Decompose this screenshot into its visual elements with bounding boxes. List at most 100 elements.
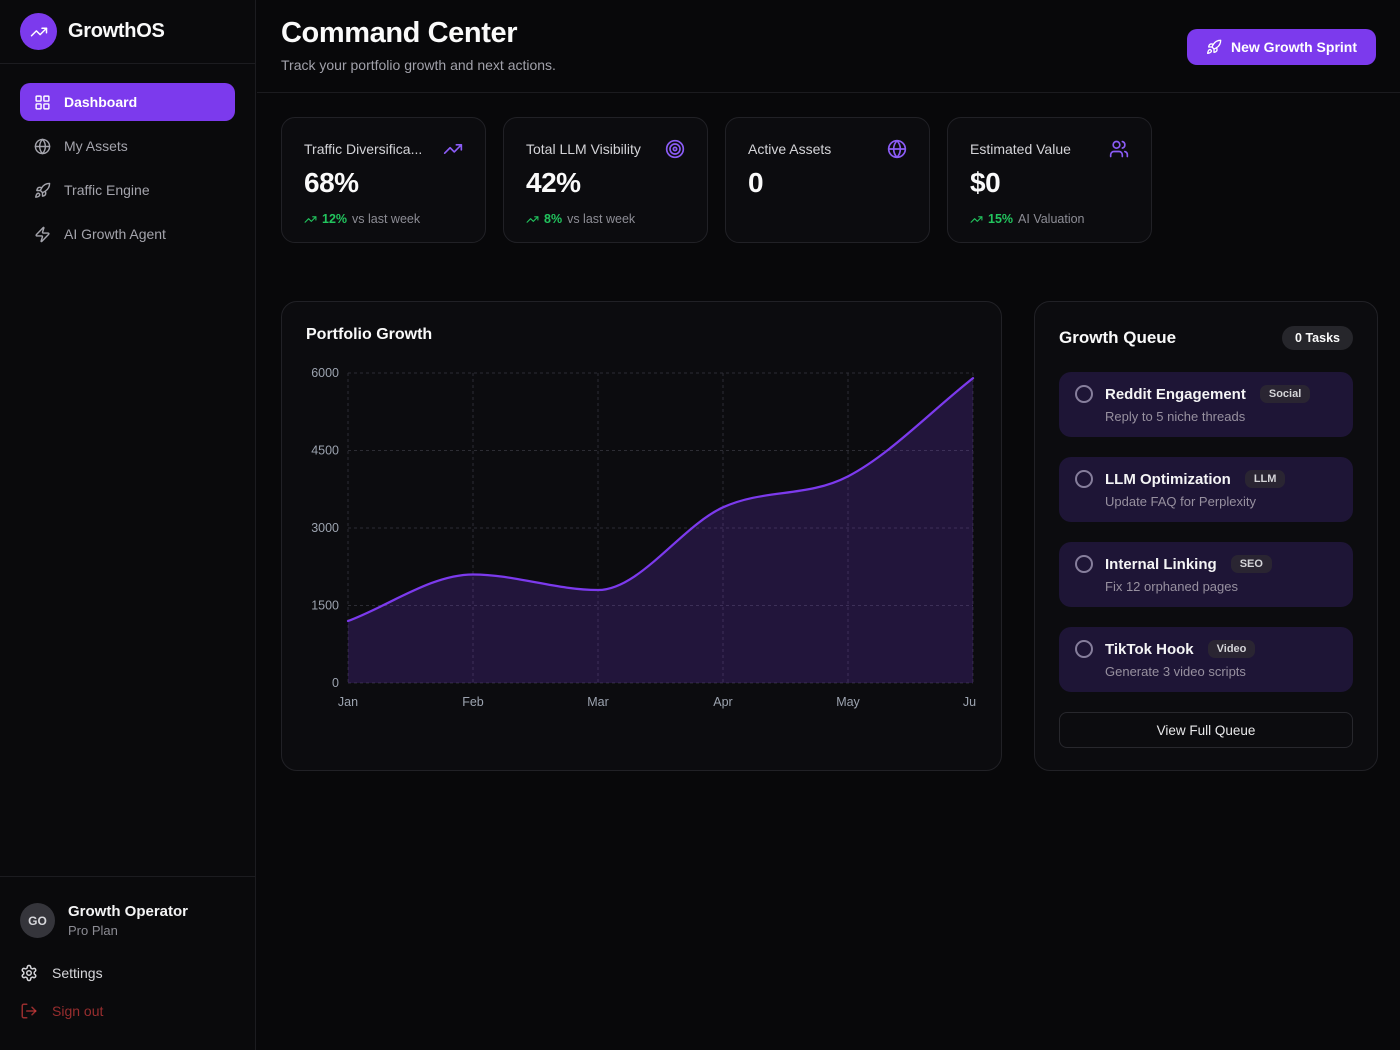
cta-label: New Growth Sprint: [1231, 39, 1357, 55]
trend-up-icon: [970, 215, 983, 223]
user-plan: Pro Plan: [68, 923, 118, 938]
task-title: TikTok Hook: [1105, 640, 1194, 658]
sidebar-item-ai-growth-agent[interactable]: AI Growth Agent: [20, 215, 235, 253]
stat-value: 68%: [304, 167, 359, 198]
sidebar: GrowthOS Dashboard My Assets Traffic Eng…: [0, 0, 256, 1050]
task-subtitle: Generate 3 video scripts: [1105, 664, 1246, 679]
settings-link[interactable]: Settings: [20, 964, 235, 982]
gear-icon: [21, 964, 37, 982]
sidebar-item-label: Traffic Engine: [64, 182, 150, 198]
avatar: GO: [20, 903, 55, 938]
stat-card-llm-visibility: Total LLM Visibility 42% 8% vs last week: [503, 117, 708, 243]
svg-text:Mar: Mar: [587, 695, 609, 709]
page-title: Command Center: [281, 17, 518, 49]
app-name: GrowthOS: [68, 20, 165, 42]
new-growth-sprint-button[interactable]: New Growth Sprint: [1187, 29, 1376, 65]
sidebar-item-label: AI Growth Agent: [64, 226, 166, 242]
sidebar-item-traffic-engine[interactable]: Traffic Engine: [20, 171, 235, 209]
stat-label: Active Assets: [748, 141, 832, 157]
trending-up-icon: [443, 144, 463, 154]
stats-row: Traffic Diversifica... 68% 12% vs last w…: [281, 117, 1376, 243]
user-profile[interactable]: GO Growth Operator Pro Plan: [20, 903, 235, 938]
app-logo: GrowthOS: [0, 0, 255, 64]
page-subtitle: Track your portfolio growth and next act…: [281, 57, 556, 73]
svg-text:4500: 4500: [311, 444, 339, 458]
svg-text:Jan: Jan: [338, 695, 358, 709]
svg-text:6000: 6000: [311, 366, 339, 380]
stat-value: $0: [970, 167, 1001, 198]
task-title: Reddit Engagement: [1105, 385, 1246, 403]
stat-delta-note: vs last week: [567, 212, 636, 226]
svg-text:Feb: Feb: [462, 695, 484, 709]
task-internal-linking[interactable]: Internal Linking SEO Fix 12 orphaned pag…: [1059, 542, 1353, 607]
sign-out-label: Sign out: [52, 1003, 104, 1019]
settings-label: Settings: [52, 965, 103, 981]
svg-text:3000: 3000: [311, 521, 339, 535]
globe-icon: [887, 139, 907, 159]
stat-card-traffic-diversification: Traffic Diversifica... 68% 12% vs last w…: [281, 117, 486, 243]
rocket-icon: [1207, 39, 1222, 54]
stat-delta: 8%: [544, 212, 563, 226]
trend-up-icon: [304, 215, 317, 223]
portfolio-growth-chart: 0 1500 3000 4500 6000 Jan Feb Mar Apr May Jun: [306, 358, 983, 723]
task-subtitle: Update FAQ for Perplexity: [1105, 494, 1257, 509]
stat-delta: 15%: [988, 212, 1014, 226]
stat-delta: 12%: [322, 212, 348, 226]
stat-card-estimated-value: Estimated Value $0 15% AI Valuation: [947, 117, 1152, 243]
task-tag-badge: LLM: [1244, 470, 1286, 488]
rocket-icon: [35, 182, 51, 198]
stat-label: Traffic Diversifica...: [304, 141, 423, 157]
sidebar-item-label: Dashboard: [64, 94, 138, 110]
task-title: Internal Linking: [1105, 555, 1217, 573]
layout-grid-icon: [35, 94, 50, 110]
task-reddit-engagement[interactable]: Reddit Engagement Social Reply to 5 nich…: [1059, 372, 1353, 437]
task-title: LLM Optimization: [1105, 470, 1231, 488]
sidebar-item-dashboard[interactable]: Dashboard: [20, 83, 235, 121]
users-icon: [1109, 140, 1129, 158]
task-checkbox-circle-icon[interactable]: [1075, 640, 1093, 658]
sidebar-footer: GO Growth Operator Pro Plan Settings Sig…: [0, 876, 255, 1050]
globe-icon: [34, 138, 51, 154]
sign-out-link[interactable]: Sign out: [20, 1002, 235, 1020]
log-out-icon: [21, 1003, 37, 1019]
task-list: Reddit Engagement Social Reply to 5 nich…: [1059, 372, 1353, 692]
chart-title: Portfolio Growth: [306, 326, 433, 343]
task-checkbox-circle-icon[interactable]: [1075, 555, 1093, 573]
task-tag-badge: Video: [1207, 640, 1256, 658]
sidebar-item-label: My Assets: [64, 138, 128, 154]
task-subtitle: Fix 12 orphaned pages: [1105, 579, 1238, 594]
trending-up-icon: [20, 13, 57, 50]
sidebar-item-my-assets[interactable]: My Assets: [20, 127, 235, 165]
task-subtitle: Reply to 5 niche threads: [1105, 409, 1246, 424]
task-tag-badge: Social: [1259, 385, 1311, 403]
svg-text:May: May: [836, 695, 860, 709]
svg-text:Apr: Apr: [713, 695, 732, 709]
stat-value: 42%: [526, 167, 581, 198]
task-llm-optimization[interactable]: LLM Optimization LLM Update FAQ for Perp…: [1059, 457, 1353, 522]
view-full-queue-button[interactable]: View Full Queue: [1059, 712, 1353, 748]
task-tag-badge: SEO: [1230, 555, 1272, 573]
svg-text:1500: 1500: [311, 599, 339, 613]
svg-text:0: 0: [332, 676, 339, 690]
stat-delta-note: AI Valuation: [1018, 212, 1085, 226]
task-checkbox-circle-icon[interactable]: [1075, 385, 1093, 403]
stat-delta-note: vs last week: [352, 212, 421, 226]
sidebar-nav: Dashboard My Assets Traffic Engine AI Gr…: [0, 64, 255, 272]
target-icon: [665, 139, 685, 159]
main-content: Command Center Track your portfolio grow…: [257, 0, 1400, 1050]
stat-value: 0: [748, 167, 764, 198]
user-name: Growth Operator: [68, 903, 189, 920]
queue-count-badge: 0 Tasks: [1282, 326, 1353, 350]
task-checkbox-circle-icon[interactable]: [1075, 470, 1093, 488]
stat-label: Total LLM Visibility: [526, 141, 641, 157]
growth-queue-card: Growth Queue 0 Tasks Reddit Engagement S…: [1034, 301, 1378, 771]
svg-text:Jun: Jun: [963, 695, 977, 709]
portfolio-growth-chart-svg: 0 1500 3000 4500 6000 Jan Feb Mar Apr May Jun: [311, 366, 983, 709]
queue-title: Growth Queue: [1059, 328, 1177, 347]
task-tiktok-hook[interactable]: TikTok Hook Video Generate 3 video scrip…: [1059, 627, 1353, 692]
trend-up-icon: [526, 215, 539, 223]
stat-card-active-assets: Active Assets 0: [725, 117, 930, 243]
zap-icon: [35, 226, 50, 242]
page-header: Command Center Track your portfolio grow…: [257, 0, 1400, 93]
portfolio-growth-card: Portfolio Growth 0 1500 3000 4500 6000 Jan Feb…: [281, 301, 1002, 771]
